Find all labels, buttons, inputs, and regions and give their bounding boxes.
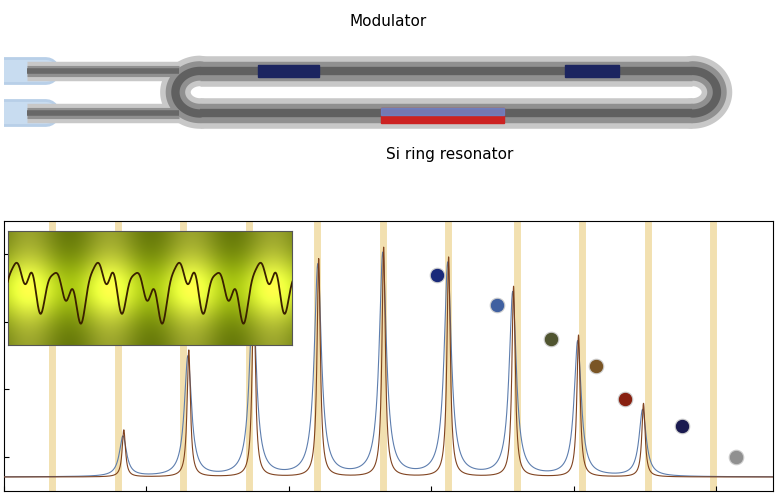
Point (730, 453, 742, 461)
Bar (381, 108, 503, 115)
Point (591, 362, 603, 370)
Bar (381, 108, 503, 123)
Point (430, 271, 443, 279)
Point (490, 301, 503, 309)
Text: Modulator: Modulator (350, 14, 427, 29)
Point (545, 335, 557, 343)
Bar (566, 65, 619, 77)
Point (676, 423, 688, 430)
Point (618, 395, 631, 403)
Bar (258, 65, 319, 77)
Text: Si ring resonator: Si ring resonator (386, 146, 514, 162)
